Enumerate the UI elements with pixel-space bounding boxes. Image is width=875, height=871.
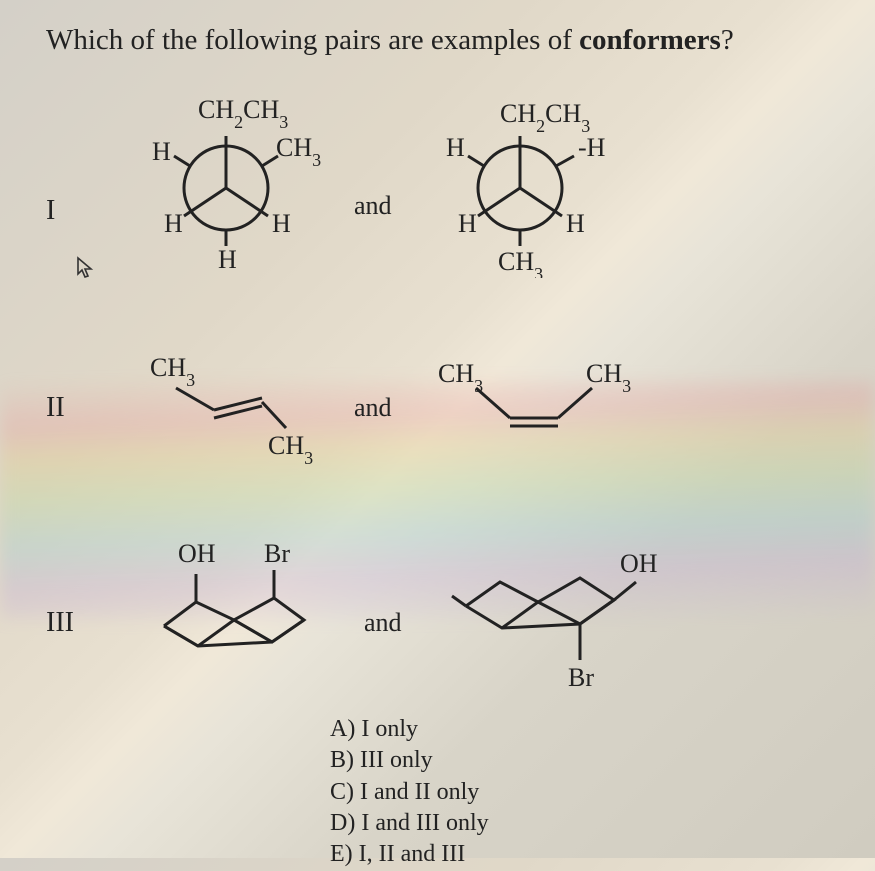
choice-c[interactable]: C) I and II only bbox=[330, 778, 489, 807]
row-2: II CH3 CH3 and CH3 bbox=[46, 330, 829, 475]
label-II: II bbox=[46, 392, 126, 424]
svg-text:H: H bbox=[458, 209, 477, 238]
answer-choices: A) I only B) III only C) I and II only D… bbox=[330, 715, 489, 871]
row-1: I CH2CH3 CH3 H H H H bbox=[46, 78, 829, 283]
question-prefix: Which of the following pairs are example… bbox=[46, 24, 572, 56]
svg-text:H: H bbox=[566, 209, 585, 238]
svg-text:CH3: CH3 bbox=[498, 247, 543, 278]
svg-text:OH: OH bbox=[620, 549, 658, 578]
alkene-cis: CH3 CH3 bbox=[420, 340, 640, 465]
choice-e[interactable]: E) I, II and III bbox=[330, 840, 489, 869]
svg-text:CH3: CH3 bbox=[438, 359, 483, 396]
svg-text:OH: OH bbox=[178, 539, 216, 568]
cyclohexane-right: OH Br bbox=[430, 510, 660, 705]
choice-a[interactable]: A) I only bbox=[330, 715, 489, 744]
svg-text:CH3: CH3 bbox=[150, 353, 195, 390]
svg-text:H: H bbox=[446, 133, 465, 162]
svg-text:Br: Br bbox=[568, 663, 594, 692]
newman-right: H CH2CH3 -H H H CH3 bbox=[420, 78, 630, 283]
svg-text:-H: -H bbox=[578, 133, 606, 162]
label-III: III bbox=[46, 607, 126, 639]
svg-text:CH2CH3: CH2CH3 bbox=[500, 99, 590, 136]
row-3: III OH Br and bbox=[46, 510, 829, 705]
cyclohexane-left: OH Br bbox=[126, 520, 336, 695]
svg-text:Br: Br bbox=[264, 539, 290, 568]
newman-left: CH2CH3 CH3 H H H H bbox=[126, 78, 326, 283]
and-2: and bbox=[354, 393, 392, 423]
svg-text:H: H bbox=[152, 137, 171, 166]
svg-text:H: H bbox=[272, 209, 291, 238]
question-bold: conformers bbox=[579, 24, 721, 56]
svg-text:H: H bbox=[164, 209, 183, 238]
question-text: Which of the following pairs are example… bbox=[46, 24, 734, 57]
svg-text:CH3: CH3 bbox=[586, 359, 631, 396]
alkene-trans: CH3 CH3 bbox=[126, 330, 326, 475]
svg-text:H: H bbox=[218, 245, 237, 274]
choice-d[interactable]: D) I and III only bbox=[330, 809, 489, 838]
svg-text:CH3: CH3 bbox=[268, 431, 313, 468]
label-I: I bbox=[46, 195, 126, 227]
question-tail: ? bbox=[721, 24, 734, 56]
and-3: and bbox=[364, 608, 402, 638]
svg-text:CH2CH3: CH2CH3 bbox=[198, 95, 288, 132]
svg-text:CH3: CH3 bbox=[276, 133, 321, 170]
and-1: and bbox=[354, 191, 392, 221]
choice-b[interactable]: B) III only bbox=[330, 746, 489, 775]
